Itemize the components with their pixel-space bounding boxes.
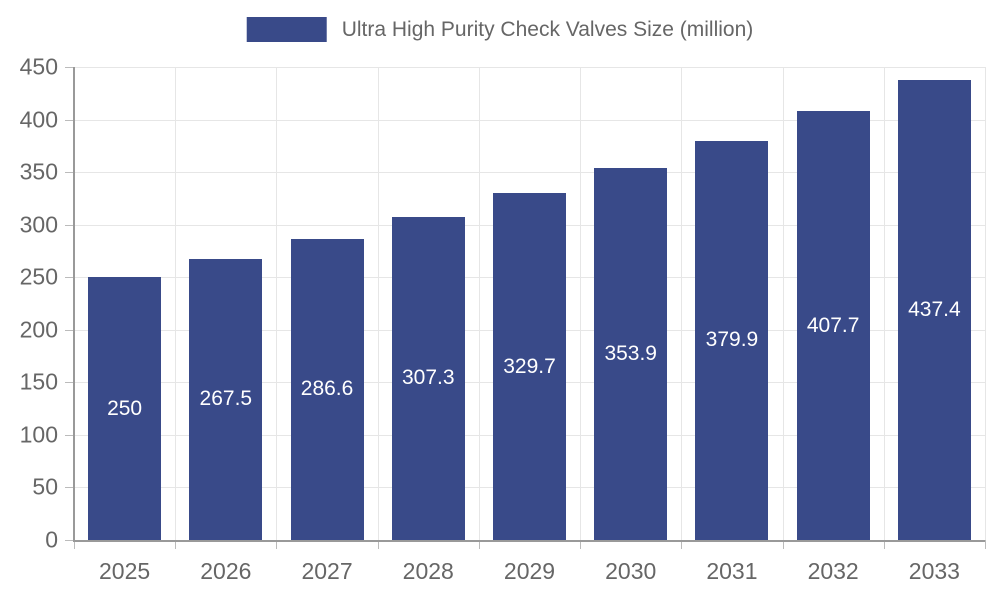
v-gridline <box>175 67 177 540</box>
x-axis-tick <box>377 540 379 549</box>
x-axis-line <box>73 540 985 542</box>
y-axis-tick <box>65 119 74 121</box>
x-axis-tick-label: 2028 <box>402 558 454 584</box>
y-axis-tick <box>65 434 74 436</box>
y-axis-tick-label: 250 <box>19 263 58 290</box>
bar-value-label: 286.6 <box>300 377 354 401</box>
h-gridline <box>74 119 985 121</box>
v-gridline <box>478 67 480 540</box>
y-axis-tick <box>65 67 74 68</box>
y-axis-tick <box>65 382 74 384</box>
bar-value-label: 407.7 <box>806 313 860 337</box>
y-axis-tick <box>65 224 74 226</box>
h-gridline <box>74 172 985 174</box>
y-axis-tick-label: 50 <box>32 473 58 500</box>
v-gridline <box>377 67 379 540</box>
x-axis-tick <box>276 540 278 549</box>
x-axis-tick <box>985 540 986 549</box>
y-axis-tick <box>65 540 74 541</box>
y-axis-tick-label: 350 <box>19 158 58 185</box>
bar: 407.7 <box>796 111 870 540</box>
y-axis-tick-label: 100 <box>19 421 58 448</box>
bar-value-label: 307.3 <box>401 366 455 390</box>
v-gridline <box>681 67 683 540</box>
bar: 286.6 <box>290 238 364 540</box>
x-axis-tick <box>782 540 784 549</box>
bar: 437.4 <box>897 80 971 540</box>
x-axis-tick-label: 2032 <box>807 558 859 584</box>
bar: 379.9 <box>695 140 769 540</box>
bar: 267.5 <box>189 258 263 540</box>
bar-value-label: 379.9 <box>705 328 759 352</box>
x-axis-tick-label: 2027 <box>301 558 353 584</box>
x-axis-tick-label: 2033 <box>908 558 960 584</box>
y-axis-tick-label: 0 <box>45 526 58 553</box>
bar-value-label: 329.7 <box>503 354 556 378</box>
y-axis-tick-label: 400 <box>19 106 58 133</box>
y-axis-tick-label: 150 <box>19 368 58 395</box>
y-axis-line <box>73 67 75 540</box>
y-axis-tick <box>65 277 74 279</box>
legend: Ultra High Purity Check Valves Size (mil… <box>246 17 754 42</box>
x-axis-tick <box>681 540 683 549</box>
v-gridline <box>580 67 582 540</box>
h-gridline <box>74 67 985 68</box>
x-axis-tick-label: 2030 <box>605 558 657 584</box>
v-gridline <box>276 67 278 540</box>
bar-value-label: 267.5 <box>199 387 253 411</box>
y-axis-tick <box>65 487 74 489</box>
legend-swatch <box>246 17 327 42</box>
v-gridline <box>782 67 784 540</box>
x-axis-tick <box>175 540 177 549</box>
x-axis-tick <box>580 540 582 549</box>
x-axis-tick-label: 2025 <box>99 558 151 584</box>
x-axis-tick-label: 2031 <box>706 558 758 584</box>
x-axis-tick-label: 2029 <box>503 558 556 584</box>
y-axis-tick-label: 300 <box>19 211 58 238</box>
x-axis-tick <box>883 540 885 549</box>
y-axis-tick-label: 450 <box>19 53 58 80</box>
bar: 250 <box>88 277 162 540</box>
bar: 353.9 <box>594 168 668 540</box>
x-axis-tick <box>74 540 75 549</box>
v-gridline <box>985 67 986 540</box>
y-axis-tick-label: 200 <box>19 316 58 343</box>
legend-label: Ultra High Purity Check Valves Size (mil… <box>341 17 754 41</box>
bar: 329.7 <box>493 193 566 540</box>
bar-value-label: 353.9 <box>604 341 657 365</box>
y-axis-tick <box>65 172 74 174</box>
x-axis-tick-label: 2026 <box>200 558 252 584</box>
bar-value-label: 437.4 <box>908 298 961 322</box>
v-gridline <box>883 67 885 540</box>
bar: 307.3 <box>391 216 465 540</box>
bar-value-label: 250 <box>107 396 143 420</box>
x-axis-tick <box>478 540 480 549</box>
y-axis-tick <box>65 329 74 331</box>
